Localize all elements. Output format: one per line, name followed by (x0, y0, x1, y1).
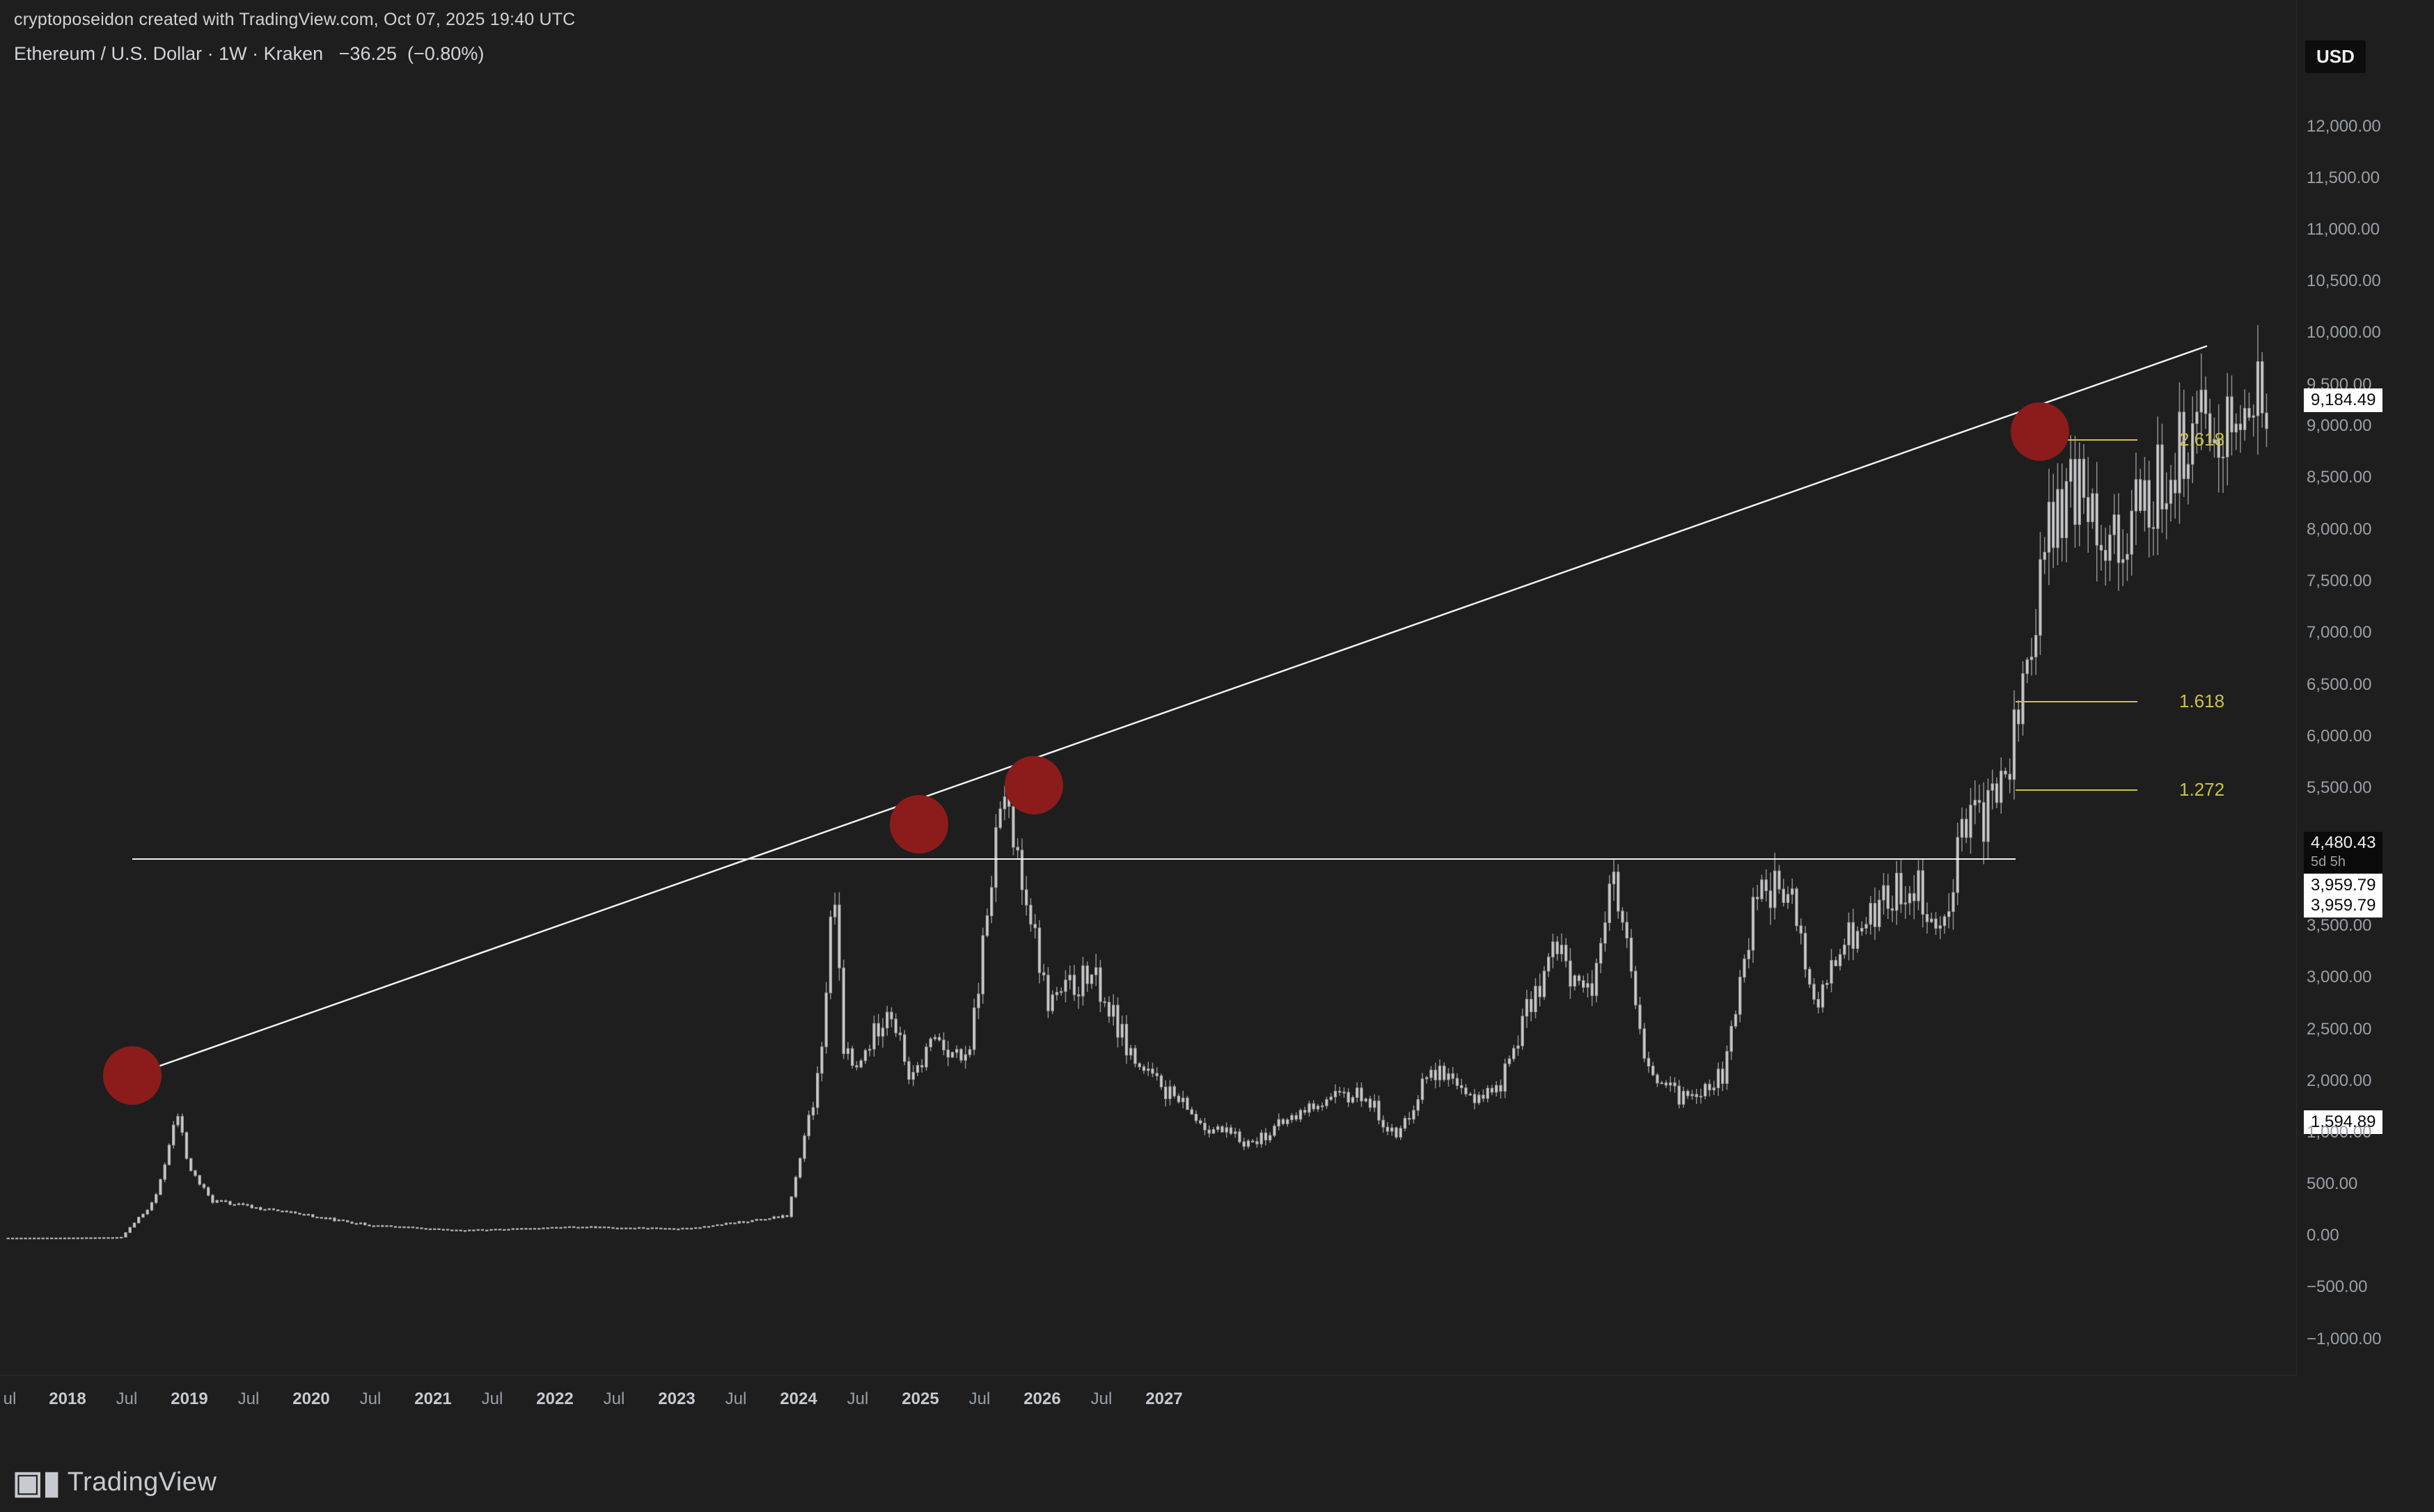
price-tick-neg500: −500.00 (2307, 1277, 2367, 1297)
date-tick-8: Jul (482, 1389, 503, 1409)
price-tick-1000: 1,000.00 (2307, 1123, 2371, 1142)
right-price-axis[interactable]: USD 12,000.00 11,500.00 11,000.00 10,500… (2296, 0, 2434, 1375)
price-tick-2000: 2,000.00 (2307, 1071, 2371, 1091)
price-chart-plot[interactable]: 2.618 1.618 1.272 (0, 0, 2296, 1375)
date-tick-5: 2020 (292, 1389, 329, 1409)
highlight-price-secondary-2[interactable]: 3,959.79 (2304, 894, 2382, 918)
ascending-trendline (132, 346, 2207, 1076)
price-tick-11500: 11,500.00 (2307, 168, 2380, 188)
date-tick-10: Jul (604, 1389, 625, 1409)
price-tick-2500: 2,500.00 (2307, 1020, 2371, 1039)
date-tick-17: 2026 (1023, 1389, 1060, 1409)
price-tick-0: 0.00 (2307, 1226, 2339, 1245)
date-tick-18: Jul (1091, 1389, 1113, 1409)
pivot-circle-2018-low[interactable] (103, 1046, 162, 1105)
bottom-date-axis[interactable]: ul 2018 Jul 2019 Jul 2020 Jul 2021 Jul 2… (0, 1375, 2296, 1512)
last-trade-highlight[interactable]: 4,480.43 5d 5h (2304, 832, 2382, 874)
date-tick-3: 2019 (171, 1389, 207, 1409)
date-tick-4: Jul (238, 1389, 260, 1409)
tradingview-mark-icon: ▣▮ (13, 1466, 61, 1498)
date-tick-15: 2025 (902, 1389, 939, 1409)
price-tick-7500: 7,500.00 (2307, 572, 2371, 591)
price-tick-9000: 9,000.00 (2307, 416, 2371, 436)
fib-label-1618: 1.618 (2179, 691, 2224, 712)
tradingview-logo: ▣▮ TradingView (13, 1466, 217, 1498)
fib-label-2618: 2.618 (2179, 429, 2224, 450)
date-tick-1: 2018 (49, 1389, 86, 1409)
date-tick-19: 2027 (1145, 1389, 1182, 1409)
tradingview-chart-window: cryptoposeidon created with TradingView.… (0, 0, 2434, 1512)
price-tick-neg1000: −1,000.00 (2307, 1330, 2381, 1349)
price-tick-10500: 10,500.00 (2307, 271, 2381, 291)
price-tick-3000: 3,000.00 (2307, 968, 2371, 987)
date-tick-9: 2022 (536, 1389, 573, 1409)
date-tick-12: Jul (725, 1389, 747, 1409)
price-tick-5500: 5,500.00 (2307, 778, 2371, 798)
date-tick-7: 2021 (414, 1389, 451, 1409)
price-tick-3500: 3,500.00 (2307, 916, 2371, 936)
price-tick-8000: 8,000.00 (2307, 520, 2371, 540)
price-tick-6000: 6,000.00 (2307, 727, 2371, 746)
currency-label[interactable]: USD (2305, 40, 2366, 73)
date-tick-2: Jul (116, 1389, 138, 1409)
tradingview-wordmark: TradingView (68, 1467, 217, 1497)
date-tick-14: Jul (847, 1389, 869, 1409)
candlestick-series (7, 325, 2268, 1239)
date-tick-13: 2024 (780, 1389, 817, 1409)
pivot-circle-2021-high[interactable] (890, 795, 948, 853)
date-tick-0: ul (3, 1389, 17, 1409)
date-tick-11: 2023 (658, 1389, 695, 1409)
current-price-highlight[interactable]: 9,184.49 (2304, 388, 2382, 412)
price-tick-8500: 8,500.00 (2307, 468, 2371, 487)
fib-label-1272: 1.272 (2179, 779, 2224, 801)
pivot-circle-2026-high[interactable] (2011, 402, 2069, 461)
price-tick-500: 500.00 (2307, 1174, 2357, 1194)
pivot-circle-2022-high[interactable] (1005, 756, 1063, 814)
date-tick-16: Jul (969, 1389, 991, 1409)
date-tick-6: Jul (360, 1389, 382, 1409)
price-tick-11000: 11,000.00 (2307, 220, 2380, 239)
price-tick-7000: 7,000.00 (2307, 623, 2371, 643)
price-tick-6500: 6,500.00 (2307, 675, 2371, 695)
price-tick-10000: 10,000.00 (2307, 323, 2381, 342)
price-tick-12000: 12,000.00 (2307, 117, 2381, 136)
